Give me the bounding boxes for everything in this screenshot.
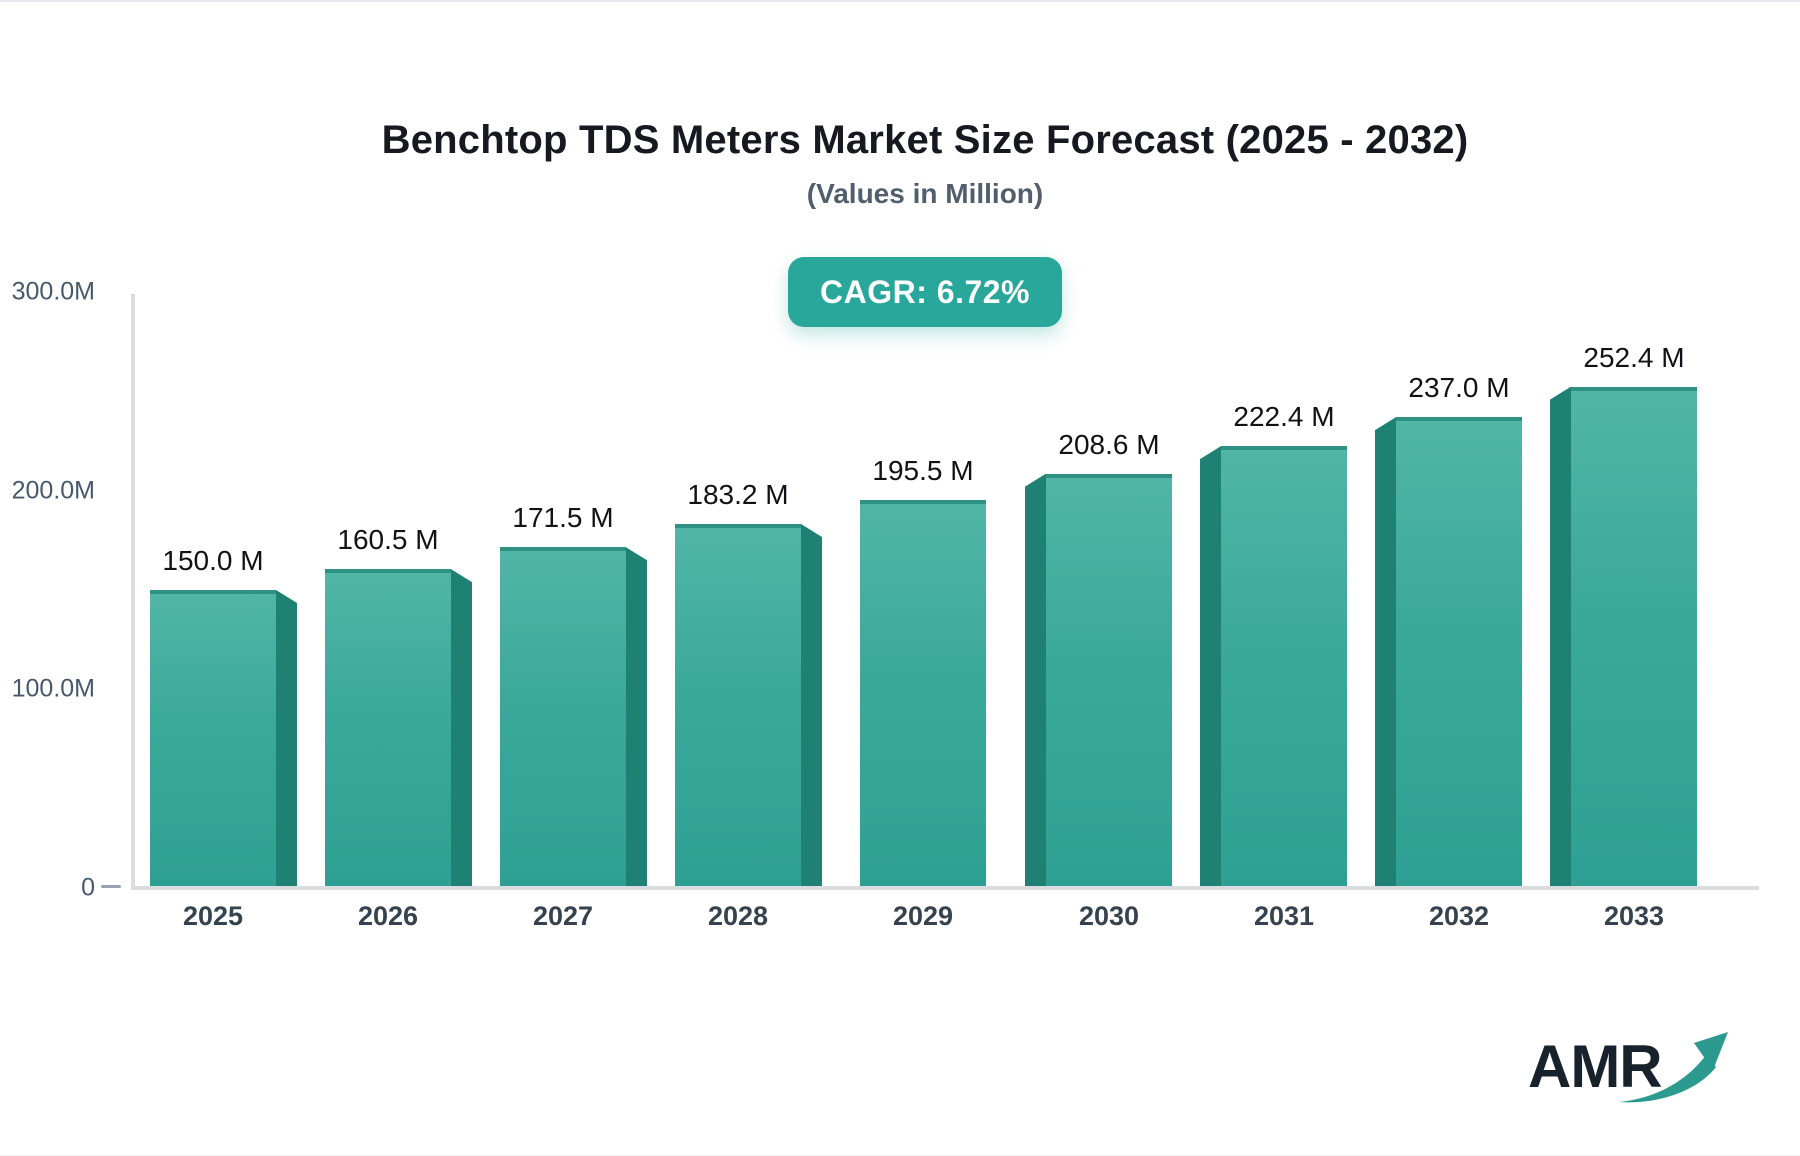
x-axis-label: 2033: [1603, 901, 1665, 931]
bar-2033[interactable]: [1571, 386, 1697, 888]
x-axis-baseline: [131, 886, 1759, 890]
y-axis-line: [131, 294, 135, 890]
y-tick-label: 0: [81, 873, 95, 902]
bar-3d-side: [1025, 473, 1046, 888]
bar-3d-side: [1375, 417, 1396, 888]
zero-tick-mark: [101, 885, 121, 888]
bar-2025[interactable]: [150, 590, 276, 888]
bar-value-label: 208.6 M: [1058, 428, 1160, 460]
bar-value-label: 160.5 M: [337, 524, 439, 556]
amr-logo: AMR: [1528, 1020, 1778, 1130]
growth-arrow-icon: [1618, 1032, 1728, 1103]
y-tick-label: 100.0M: [11, 674, 95, 703]
bar-2029[interactable]: [860, 499, 986, 888]
y-tick-label: 200.0M: [11, 476, 95, 505]
x-axis-label: 2026: [357, 901, 419, 931]
cagr-badge-label: CAGR: 6.72%: [820, 273, 1030, 310]
bar-2032[interactable]: [1396, 417, 1522, 888]
bar-value-label: 222.4 M: [1233, 401, 1335, 433]
bar-value-label: 150.0 M: [162, 545, 264, 576]
y-tick-label: 300.0M: [11, 277, 95, 306]
bar-2026[interactable]: [325, 569, 451, 888]
x-axis-label: 2027: [532, 901, 594, 931]
x-axis-label: 2029: [892, 901, 954, 931]
x-axis-label: 2030: [1078, 901, 1140, 931]
bar-value-label: 252.4 M: [1583, 341, 1685, 373]
bar-value-label: 195.5 M: [872, 454, 974, 486]
amr-logo-text: AMR: [1528, 1033, 1663, 1100]
x-axis-label: 2025: [182, 901, 244, 931]
bar-3d-side: [1200, 446, 1221, 888]
x-axis-label: 2028: [707, 901, 769, 931]
bar-value-label: 183.2 M: [687, 479, 789, 511]
bar-2031[interactable]: [1221, 446, 1347, 888]
bar-3d-side: [276, 590, 297, 888]
bar-2030[interactable]: [1046, 473, 1172, 888]
bar-2028[interactable]: [675, 524, 801, 888]
x-axis-label: 2032: [1428, 901, 1490, 931]
bar-3d-side: [801, 524, 822, 888]
bar-value-label: 237.0 M: [1408, 372, 1510, 404]
bar-3d-side: [451, 569, 472, 888]
cagr-badge: CAGR: 6.72%: [788, 257, 1062, 327]
chart-title: Benchtop TDS Meters Market Size Forecast…: [381, 118, 1469, 162]
x-axis-label: 2031: [1253, 901, 1315, 931]
bar-3d-side: [626, 547, 647, 888]
bar-2027[interactable]: [500, 547, 626, 888]
bar-3d-side: [1550, 386, 1571, 888]
chart-subtitle: (Values in Million): [806, 178, 1044, 209]
bar-value-label: 171.5 M: [512, 502, 614, 534]
